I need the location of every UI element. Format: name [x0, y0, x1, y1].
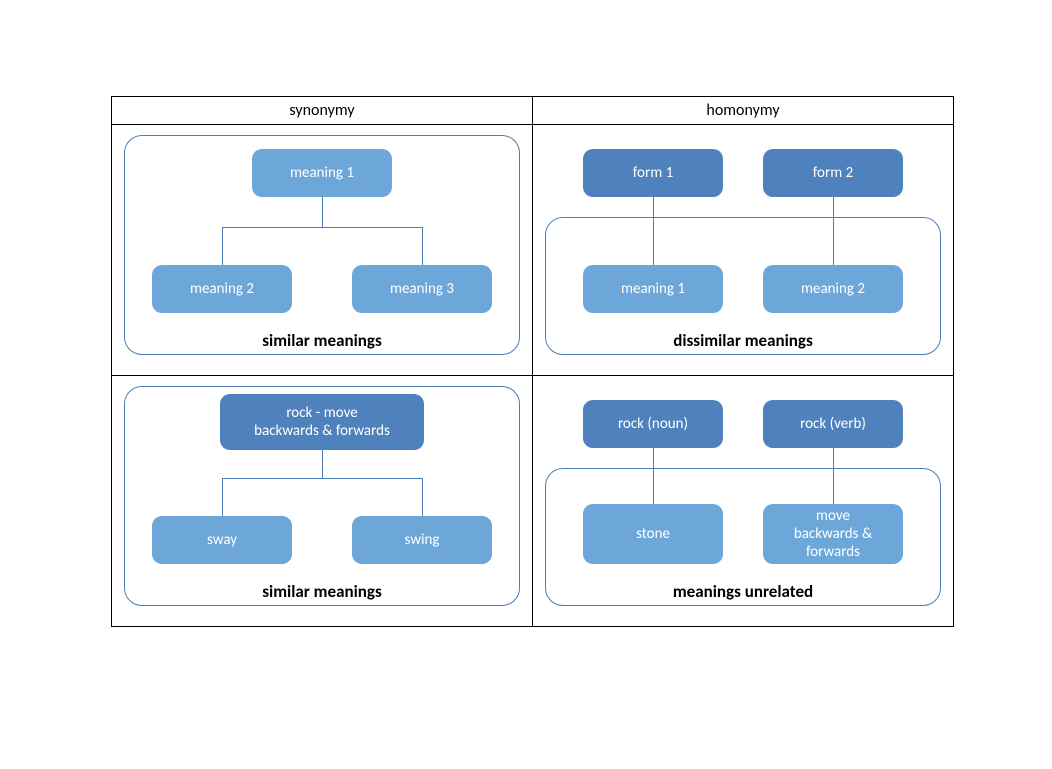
comparison-table: synonymy homonymy meaning 1meaning 2mean…: [111, 96, 954, 627]
node-tl-left: meaning 2: [152, 265, 292, 313]
node-br-n2: rock (verb): [763, 400, 903, 448]
cell-bottom-right: rock (noun) rock (verb) stone movebackwards…: [533, 376, 954, 627]
node-br-m2: movebackwards &forwards: [763, 504, 903, 564]
cell-top-right: form 1 form 2 meaning 1 meaning 2 dissimilar…: [533, 125, 954, 376]
connector: [222, 478, 223, 516]
group-caption: similar meanings: [112, 330, 532, 351]
group-caption: similar meanings: [112, 581, 532, 602]
connector: [653, 197, 654, 265]
cell-top-left: meaning 1 meaning 2 meaning 3 similar meani…: [112, 125, 533, 376]
connector: [222, 227, 422, 228]
group-caption: meanings unrelated: [533, 581, 953, 602]
connector: [833, 197, 834, 265]
node-br-n1: rock (noun): [583, 400, 723, 448]
connector: [222, 478, 422, 479]
panel-synonymy-abstract: meaning 1 meaning 2 meaning 3 similar meani…: [112, 125, 532, 375]
panel-homonymy-abstract: form 1 form 2 meaning 1 meaning 2 dissimilar…: [533, 125, 953, 375]
node-tr-f2: form 2: [763, 149, 903, 197]
node-br-m1: stone: [583, 504, 723, 564]
connector: [322, 197, 323, 227]
connector: [422, 227, 423, 265]
node-tl-top: meaning 1: [252, 149, 392, 197]
node-bl-left: sway: [152, 516, 292, 564]
node-tr-m2: meaning 2: [763, 265, 903, 313]
connector: [422, 478, 423, 516]
connector: [653, 448, 654, 504]
cell-bottom-left: rock - movebackwards & forwards sway swing…: [112, 376, 533, 627]
header-homonymy: homonymy: [533, 97, 954, 125]
panel-synonymy-example: rock - movebackwards & forwards sway swing…: [112, 376, 532, 626]
connector: [322, 450, 323, 478]
group-caption: dissimilar meanings: [533, 330, 953, 351]
connector: [833, 448, 834, 504]
node-bl-right: swing: [352, 516, 492, 564]
panel-homonymy-example: rock (noun) rock (verb) stone movebackwards…: [533, 376, 953, 626]
node-tr-f1: form 1: [583, 149, 723, 197]
node-tr-m1: meaning 1: [583, 265, 723, 313]
connector: [222, 227, 223, 265]
node-bl-top: rock - movebackwards & forwards: [220, 394, 424, 450]
node-tl-right: meaning 3: [352, 265, 492, 313]
header-synonymy: synonymy: [112, 97, 533, 125]
